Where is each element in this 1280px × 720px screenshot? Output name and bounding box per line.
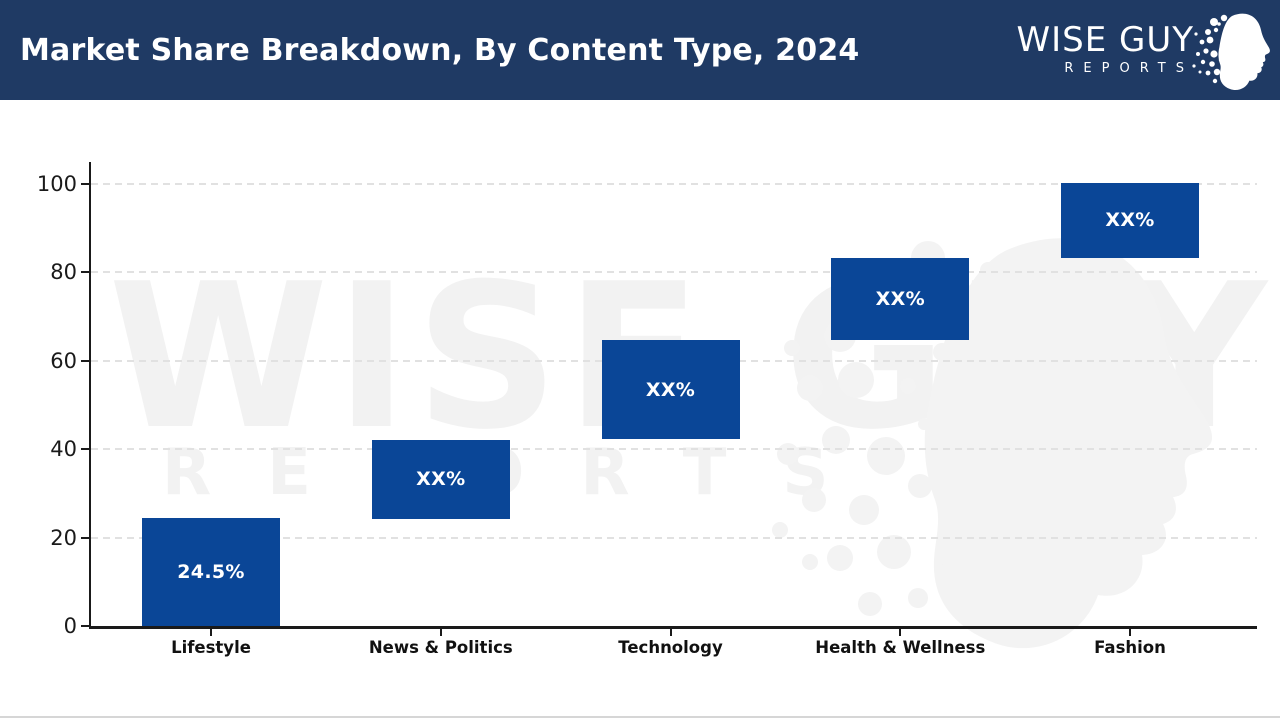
y-tick-mark-100: [81, 183, 89, 185]
gridline-y80: [91, 271, 1257, 274]
bar-value-label: XX%: [875, 287, 925, 310]
bar-value-label: XX%: [1105, 209, 1155, 232]
y-tick-label-20: 20: [50, 525, 77, 550]
brand-logo-text: WISE GUY REPORTS: [1016, 22, 1194, 76]
bar-technology: XX%: [601, 340, 740, 439]
y-tick-label-80: 80: [50, 260, 77, 285]
bar-value-label: XX%: [416, 468, 466, 491]
footer-divider: [0, 716, 1280, 718]
y-tick-mark-0: [81, 625, 89, 627]
bar-news-politics: XX%: [371, 440, 510, 519]
x-axis-line: [89, 626, 1257, 629]
x-tick-mark-4: [1129, 629, 1131, 636]
x-tick-mark-0: [210, 629, 212, 636]
y-tick-mark-40: [81, 448, 89, 451]
y-tick-label-100: 100: [36, 172, 77, 196]
gridline-y20: [91, 536, 1257, 539]
page-title: Market Share Breakdown, By Content Type,…: [20, 32, 860, 68]
x-category-label: Health & Wellness: [815, 638, 986, 657]
bar-health-wellness: XX%: [831, 257, 970, 340]
y-axis-line: [89, 162, 91, 628]
x-tick-mark-1: [439, 629, 442, 636]
dotted-face-profile-watermark: [752, 218, 1230, 694]
dotted-face-profile-icon: [1188, 10, 1272, 96]
header-banner: Market Share Breakdown, By Content Type,…: [0, 0, 1280, 100]
y-tick-label-0: 0: [63, 614, 77, 638]
bar-fashion: XX%: [1061, 183, 1199, 258]
x-category-label: Lifestyle: [171, 638, 251, 657]
bar-value-label: XX%: [645, 378, 696, 401]
y-tick-mark-20: [81, 536, 89, 539]
gridline-y100: [91, 183, 1257, 185]
y-tick-label-60: 60: [50, 348, 77, 373]
brand-name: WISE GUY: [1016, 20, 1194, 60]
x-category-label: News & Politics: [368, 638, 513, 657]
y-tick-mark-80: [81, 271, 89, 274]
y-tick-label-40: 40: [50, 437, 77, 462]
brand-subname: REPORTS: [1064, 61, 1194, 76]
y-tick-mark-60: [81, 359, 89, 362]
x-category-label: Technology: [618, 638, 723, 657]
x-tick-mark-3: [899, 629, 902, 636]
bar-value-label: 24.5%: [177, 560, 245, 583]
brand-logo: WISE GUY REPORTS: [1016, 10, 1270, 92]
x-tick-mark-2: [669, 629, 672, 636]
x-category-label: Fashion: [1094, 638, 1166, 657]
gridline-y40: [91, 448, 1257, 451]
bar-lifestyle: 24.5%: [142, 517, 280, 626]
